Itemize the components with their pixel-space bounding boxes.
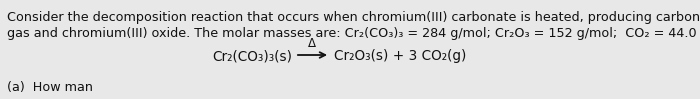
Text: Cr₂O₃(s) + 3 CO₂(g): Cr₂O₃(s) + 3 CO₂(g)	[334, 49, 466, 63]
Text: (a)  How man: (a) How man	[7, 81, 93, 94]
Text: gas and chromium(III) oxide. The molar masses are: Cr₂(CO₃)₃ = 284 g/mol; Cr₂O₃ : gas and chromium(III) oxide. The molar m…	[7, 27, 700, 40]
Text: Consider the decomposition reaction that occurs when chromium(III) carbonate is : Consider the decomposition reaction that…	[7, 11, 700, 24]
Text: Δ: Δ	[308, 37, 316, 50]
Text: Cr₂(CO₃)₃(s): Cr₂(CO₃)₃(s)	[212, 49, 292, 63]
